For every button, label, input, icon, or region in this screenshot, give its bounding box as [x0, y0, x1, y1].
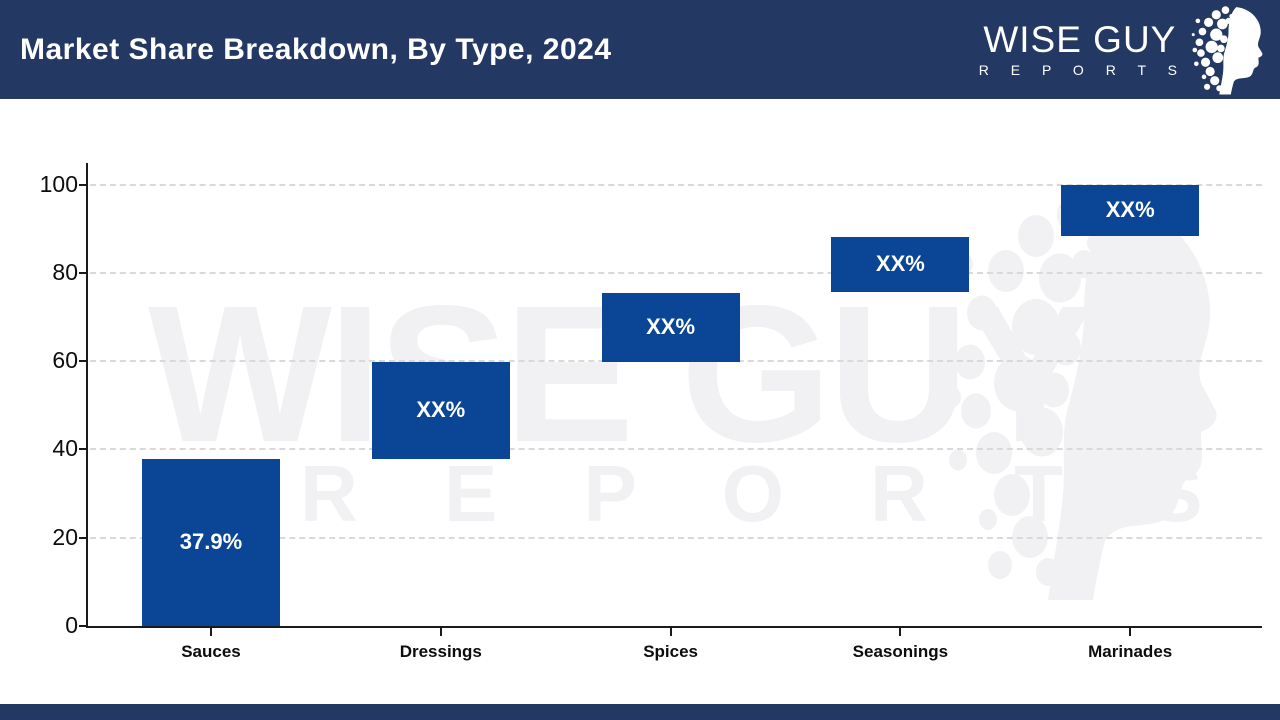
gridline-20	[90, 536, 1262, 539]
y-axis-tick-label: 100	[39, 170, 78, 197]
y-axis-tick-label: 0	[65, 612, 78, 638]
gridline-40	[90, 448, 1262, 451]
y-axis-line	[86, 163, 88, 628]
brand-name: WISE GUY	[983, 19, 1177, 60]
bar-sauces: 37.9%	[142, 458, 280, 626]
x-axis-category-label: Marinades	[1088, 642, 1173, 661]
x-axis-category-label: Sauces	[181, 642, 241, 661]
gridline-100	[90, 183, 1262, 186]
y-axis-tick	[79, 271, 88, 274]
x-axis-category-label: Spices	[643, 642, 698, 661]
y-axis-tick	[79, 625, 88, 627]
y-axis-tick	[79, 536, 88, 539]
x-axis-tick	[210, 628, 212, 636]
brand-logo: WISE GUY R E P O R T S	[974, 4, 1280, 96]
x-axis-tick	[899, 628, 902, 636]
y-axis-tick-label: 80	[52, 258, 78, 285]
bar-marinades: XX%	[1061, 184, 1200, 236]
page-title: Market Share Breakdown, By Type, 2024	[20, 32, 612, 66]
x-axis-category-label: Seasonings	[852, 642, 949, 661]
watermark-reports-text: R E P O R T S	[300, 449, 1235, 538]
y-axis-tick-label: 40	[52, 435, 78, 462]
bar-value-label: XX%	[646, 314, 696, 340]
y-axis-tick	[79, 360, 88, 363]
x-axis-tick	[439, 628, 442, 636]
y-axis-tick	[79, 183, 88, 186]
plot-layer: 0 20 40 60 80 100 37.9% Sauces XX% Dressings XX% Sp…	[0, 99, 1280, 704]
brand-subtitle: R E P O R T S	[978, 62, 1186, 78]
bar-seasonings: XX%	[831, 236, 970, 292]
chart-area: WISE GUY R E P O R T S 0 20 40 60 80 100 37.9%…	[0, 99, 1280, 704]
brand-logo-text: WISE GUY R E P O R T S	[974, 21, 1186, 78]
x-axis-tick	[1129, 628, 1132, 636]
header-bar: Market Share Breakdown, By Type, 2024 WI…	[0, 0, 1280, 99]
x-axis-line	[86, 626, 1262, 628]
bar-value-label: XX%	[416, 397, 466, 423]
y-axis-tick-label: 20	[52, 523, 78, 550]
x-axis-category-label: Dressings	[399, 642, 482, 661]
bar-value-label: 37.9%	[179, 529, 243, 555]
bar-value-label: XX%	[875, 251, 925, 277]
y-axis-tick-label: 60	[52, 347, 78, 374]
y-axis-tick	[79, 448, 88, 451]
gridline-80	[90, 271, 1262, 274]
bar-spices: XX%	[601, 292, 740, 362]
footer-bar	[0, 704, 1280, 720]
bar-value-label: XX%	[1105, 197, 1155, 223]
bar-dressings: XX%	[371, 362, 510, 459]
wiseguy-face-icon	[1191, 5, 1263, 94]
x-axis-tick	[669, 628, 672, 636]
